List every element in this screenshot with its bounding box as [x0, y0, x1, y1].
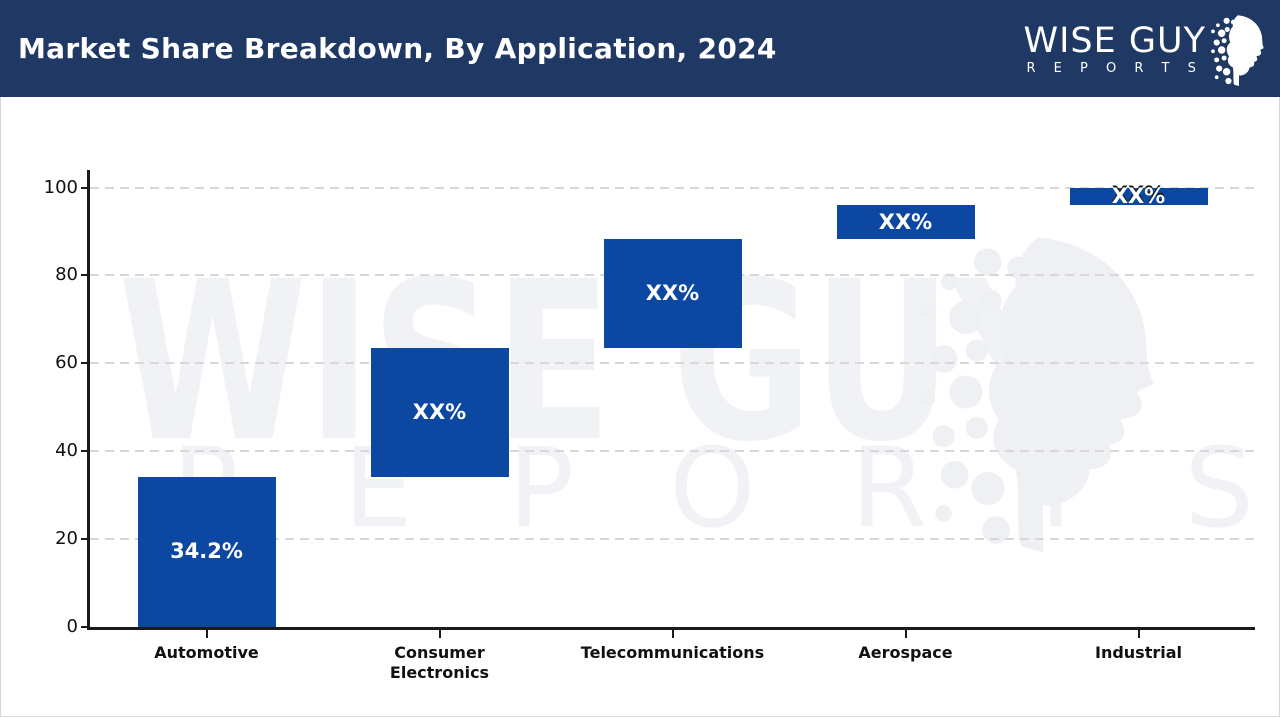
x-category-label: Telecommunications: [580, 643, 765, 662]
y-tick-label: 80: [55, 264, 78, 286]
y-axis-line: [87, 170, 90, 630]
logo-wordmark: WISE GUY: [1023, 21, 1206, 61]
x-category-label: Consumer Electronics: [389, 643, 490, 682]
bar-value-label: XX%: [878, 209, 933, 234]
bar-value-label: XX%: [412, 399, 467, 424]
logo-text: WISE GUY R E P O R T S: [1023, 22, 1206, 78]
logo-head-icon: [1208, 9, 1270, 91]
x-category-label: Automotive: [154, 643, 259, 662]
x-tick-mark: [438, 630, 441, 638]
page-title: Market Share Breakdown, By Application, …: [18, 32, 777, 65]
y-tick-label: 0: [66, 616, 78, 637]
bar-value-label: XX%: [1111, 183, 1166, 208]
y-tick-mark: [81, 626, 90, 628]
gridline-60: [90, 362, 1255, 365]
x-tick-mark: [671, 630, 674, 638]
y-tick-mark: [81, 538, 90, 541]
bar-telecommunications: XX%: [603, 239, 742, 348]
x-axis-line: [87, 627, 1255, 630]
y-tick-mark: [81, 186, 90, 189]
bar-value-label: XX%: [645, 281, 700, 306]
y-tick-mark: [81, 450, 90, 453]
wise-guy-logo: WISE GUY R E P O R T S: [1023, 8, 1270, 92]
y-tick-label: 20: [55, 528, 78, 550]
logo-subtitle: R E P O R T S: [1026, 61, 1203, 76]
waterfall-chart: 0 20 40 60 80 100 34.2% Automotive XX% Consumer E…: [0, 97, 1280, 717]
x-tick-mark: [1137, 630, 1140, 638]
y-tick-label: 40: [55, 440, 78, 462]
watermark-wordmark: WISE GUY: [118, 234, 1077, 490]
x-tick-mark: [205, 630, 208, 638]
x-tick-mark: [904, 630, 907, 638]
y-tick-mark: [81, 274, 90, 277]
gridline-20: [90, 538, 1255, 541]
x-category-label: Industrial: [1094, 643, 1182, 662]
figure-border-bottom: [0, 716, 1280, 717]
figure-border-left: [0, 97, 1, 717]
header-bar: Market Share Breakdown, By Application, …: [0, 0, 1280, 97]
bar-aerospace: XX%: [836, 205, 975, 240]
y-tick-mark: [81, 362, 90, 365]
bar-consumer-electronics: XX%: [370, 347, 509, 477]
y-tick-label: 60: [55, 352, 78, 374]
bar-automotive: 34.2%: [137, 476, 276, 627]
y-tick-label: 100: [43, 176, 78, 198]
bar-industrial: XX%: [1069, 183, 1208, 208]
gridline-40: [90, 450, 1255, 453]
gridline-100: [90, 186, 1255, 189]
bar-value-label: 34.2%: [170, 539, 243, 564]
x-category-label: Aerospace: [858, 643, 953, 662]
